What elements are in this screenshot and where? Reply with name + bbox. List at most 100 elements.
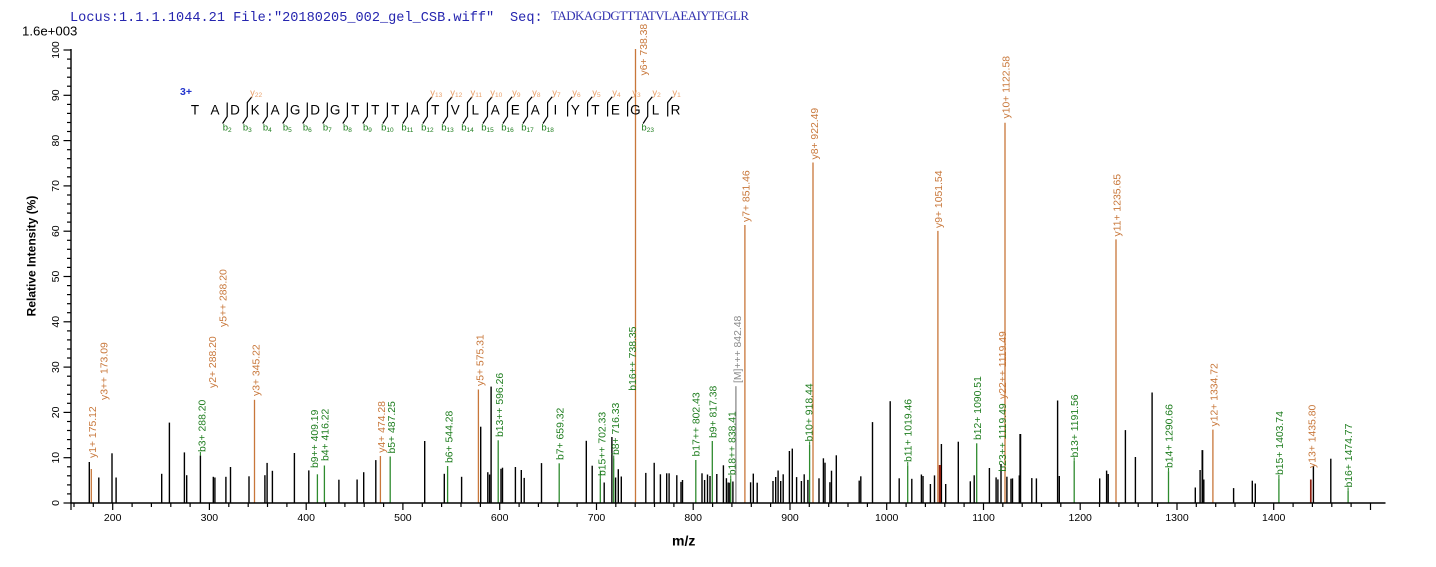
svg-text:T: T (351, 103, 359, 118)
svg-text:E: E (511, 103, 520, 118)
svg-text:b6+ 544.28: b6+ 544.28 (445, 410, 456, 463)
svg-text:y2+ 288.20: y2+ 288.20 (208, 336, 219, 388)
svg-text:b17++ 802.43: b17++ 802.43 (692, 392, 703, 456)
svg-text:R: R (671, 103, 681, 118)
svg-text:L: L (652, 103, 660, 118)
svg-text:E: E (611, 103, 620, 118)
svg-text:y7: y7 (552, 88, 561, 100)
svg-text:y13+ 1435.80: y13+ 1435.80 (1308, 405, 1319, 468)
svg-text:y8: y8 (532, 88, 541, 100)
svg-text:D: D (310, 103, 320, 118)
svg-text:b6: b6 (303, 123, 312, 135)
svg-text:100: 100 (50, 41, 62, 59)
svg-text:y8+ 922.49: y8+ 922.49 (810, 108, 821, 160)
svg-text:L: L (472, 103, 480, 118)
svg-text:b23++ 1119.49: b23++ 1119.49 (998, 403, 1009, 472)
svg-text:A: A (531, 103, 540, 118)
svg-text:T: T (431, 103, 439, 118)
svg-text:60: 60 (50, 225, 62, 237)
svg-text:y4: y4 (612, 88, 621, 100)
svg-text:b7+ 659.32: b7+ 659.32 (556, 407, 567, 460)
svg-text:[M]+++ 842.48: [M]+++ 842.48 (733, 315, 744, 383)
svg-text:Seq:: Seq: (510, 11, 543, 26)
svg-text:20: 20 (50, 406, 62, 418)
svg-text:b16+ 1474.77: b16+ 1474.77 (1344, 423, 1355, 487)
svg-text:1.6e+003: 1.6e+003 (22, 24, 77, 39)
svg-text:y2: y2 (652, 88, 661, 100)
svg-text:y10+ 1122.58: y10+ 1122.58 (1002, 56, 1013, 119)
svg-text:300: 300 (201, 512, 219, 524)
svg-text:800: 800 (684, 512, 702, 524)
svg-text:b5+ 487.25: b5+ 487.25 (387, 401, 398, 454)
svg-text:I: I (554, 103, 558, 118)
svg-text:900: 900 (781, 512, 799, 524)
svg-text:y9: y9 (512, 88, 521, 100)
svg-text:b4+ 416.22: b4+ 416.22 (321, 408, 332, 461)
svg-text:b16++ 738.35: b16++ 738.35 (628, 326, 639, 390)
svg-text:1200: 1200 (1069, 512, 1093, 524)
svg-text:y1+ 175.12: y1+ 175.12 (88, 406, 99, 458)
svg-text:80: 80 (50, 135, 62, 147)
svg-text:50: 50 (50, 271, 62, 283)
svg-text:1100: 1100 (972, 512, 995, 524)
svg-text:A: A (411, 103, 420, 118)
svg-text:y11: y11 (471, 88, 483, 100)
svg-text:b7: b7 (323, 123, 332, 135)
svg-text:y6: y6 (572, 88, 581, 100)
svg-text:y10: y10 (490, 88, 502, 100)
svg-text:b8: b8 (343, 123, 352, 135)
svg-text:b12: b12 (421, 123, 434, 135)
svg-text:b13: b13 (441, 123, 454, 135)
svg-text:b15++ 702.33: b15++ 702.33 (598, 412, 609, 476)
svg-text:m/z: m/z (672, 533, 695, 549)
svg-text:b3+ 288.20: b3+ 288.20 (198, 399, 209, 452)
svg-text:b14: b14 (461, 123, 474, 135)
svg-text:y13: y13 (430, 88, 442, 100)
svg-text:b13+ 1191.56: b13+ 1191.56 (1070, 394, 1081, 457)
svg-text:T: T (191, 103, 199, 118)
svg-text:y4+ 474.28: y4+ 474.28 (377, 401, 388, 453)
svg-text:0: 0 (50, 500, 62, 506)
svg-text:b8+ 716.33: b8+ 716.33 (611, 402, 622, 455)
svg-text:b9: b9 (363, 123, 372, 135)
svg-text:b15: b15 (481, 123, 494, 135)
svg-text:10: 10 (50, 452, 62, 464)
svg-text:600: 600 (491, 512, 509, 524)
svg-text:b18: b18 (541, 123, 554, 135)
svg-text:TADKAGDGTTTATVLAEAIYTEGLR: TADKAGDGTTTATVLAEAIYTEGLR (551, 8, 749, 23)
svg-text:40: 40 (50, 316, 62, 328)
svg-text:b18++ 838.41: b18++ 838.41 (728, 411, 739, 475)
svg-text:Locus:1.1.1.1044.21 File:"2018: Locus:1.1.1.1044.21 File:"20180205_002_g… (70, 11, 494, 26)
svg-text:b9+ 817.38: b9+ 817.38 (709, 385, 720, 438)
svg-text:G: G (630, 103, 641, 118)
svg-text:700: 700 (588, 512, 606, 524)
svg-text:b13++ 596.26: b13++ 596.26 (495, 373, 506, 437)
svg-text:b2: b2 (223, 123, 232, 135)
svg-text:b23: b23 (641, 123, 654, 135)
svg-text:b15+ 1403.74: b15+ 1403.74 (1275, 411, 1286, 475)
svg-text:y3+ 345.22: y3+ 345.22 (252, 344, 263, 396)
svg-text:Relative Intensity (%): Relative Intensity (%) (25, 196, 39, 317)
svg-text:y22++ 1119.49: y22++ 1119.49 (998, 331, 1009, 399)
svg-text:b5: b5 (283, 123, 292, 135)
svg-text:A: A (271, 103, 280, 118)
svg-text:1000: 1000 (875, 512, 899, 524)
svg-text:b3: b3 (243, 123, 252, 135)
svg-text:1300: 1300 (1165, 512, 1189, 524)
svg-text:A: A (210, 103, 219, 118)
svg-text:y12: y12 (450, 88, 462, 100)
svg-text:y5++ 288.20: y5++ 288.20 (219, 269, 230, 327)
svg-text:90: 90 (50, 89, 62, 101)
svg-text:y22: y22 (250, 88, 262, 100)
svg-text:400: 400 (297, 512, 315, 524)
svg-text:y1: y1 (672, 88, 681, 100)
svg-text:3+: 3+ (180, 86, 192, 98)
svg-text:T: T (371, 103, 379, 118)
svg-text:1400: 1400 (1262, 512, 1286, 524)
svg-text:y5+ 575.31: y5+ 575.31 (476, 334, 487, 386)
svg-text:T: T (391, 103, 399, 118)
svg-text:y3: y3 (632, 88, 641, 100)
svg-text:y5: y5 (592, 88, 601, 100)
svg-text:y11+ 1235.65: y11+ 1235.65 (1113, 174, 1124, 237)
svg-text:200: 200 (104, 512, 122, 524)
